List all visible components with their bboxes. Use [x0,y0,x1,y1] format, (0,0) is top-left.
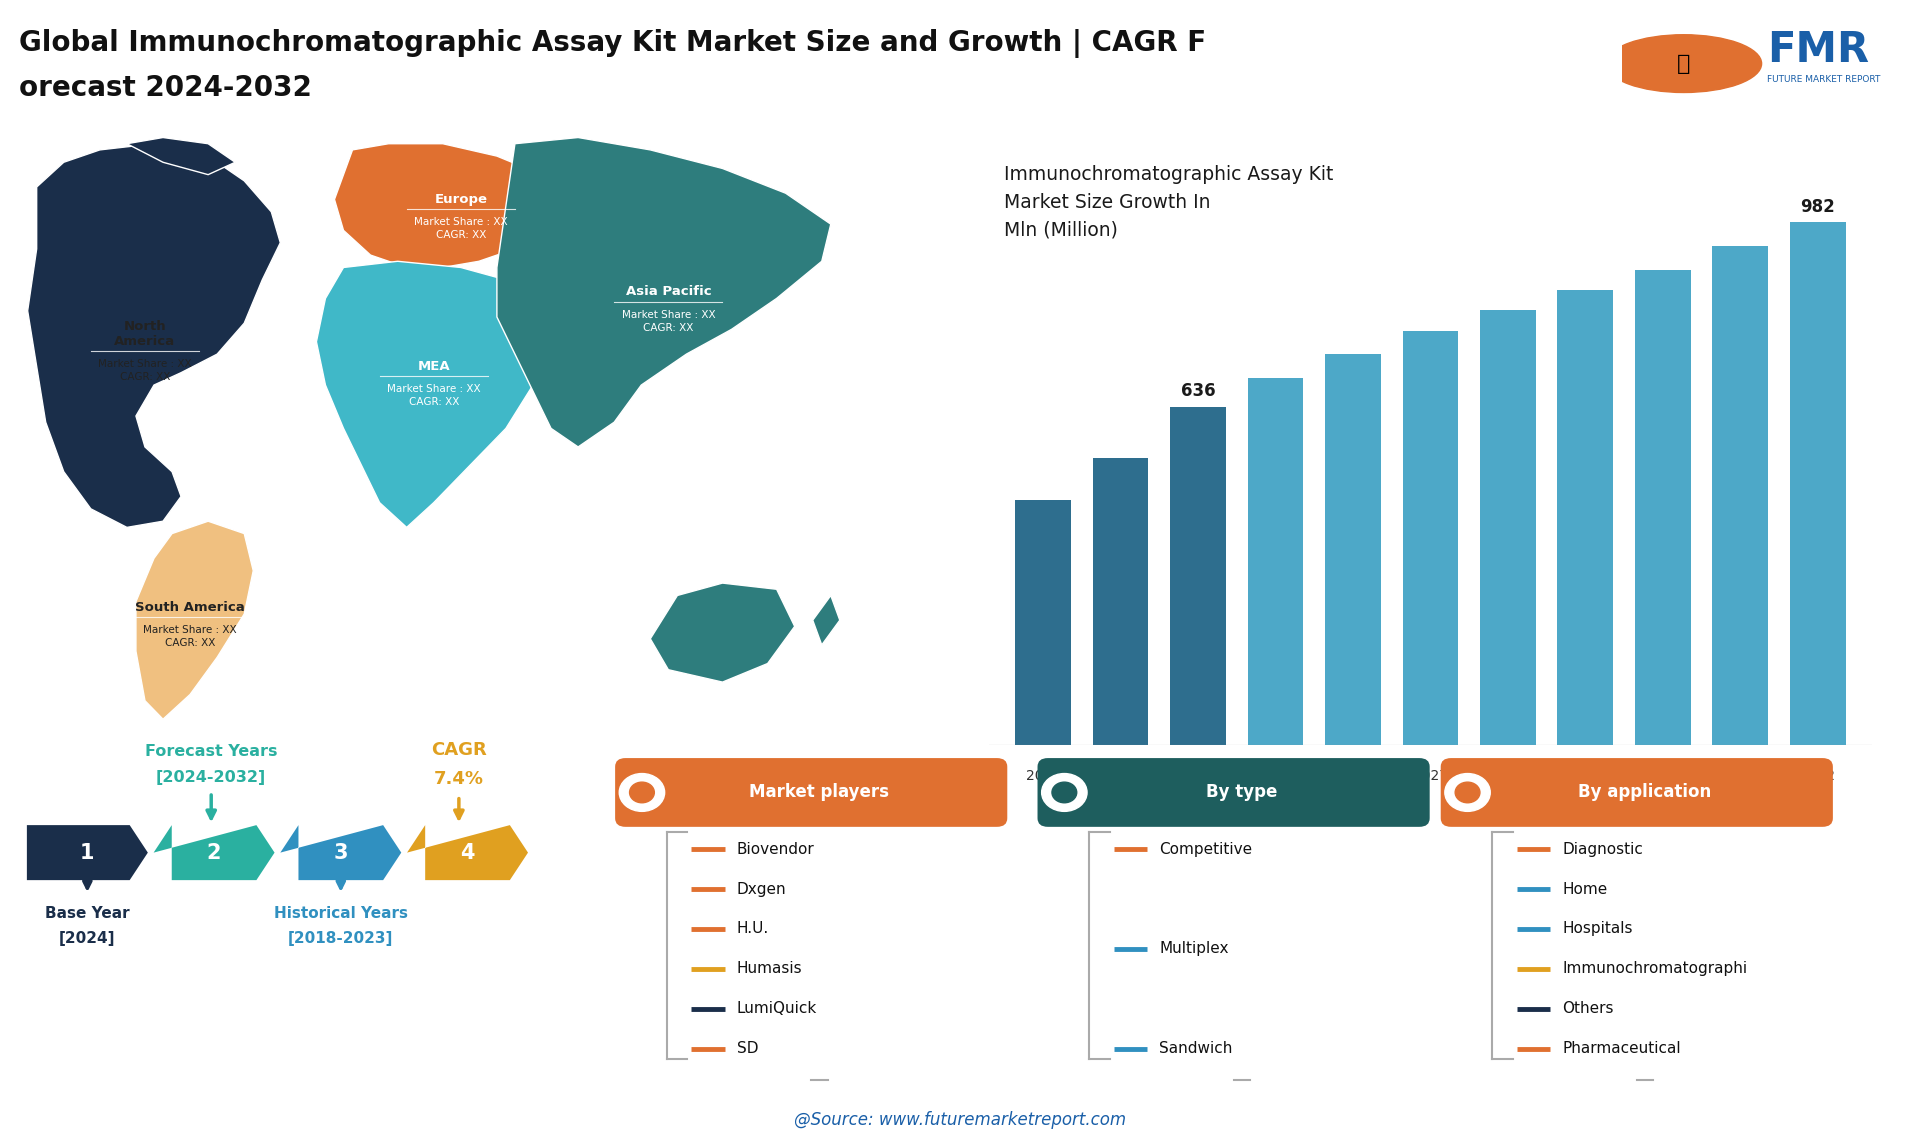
Text: MEA: MEA [417,360,449,372]
Text: Historical Years: Historical Years [275,905,407,920]
Text: Sandwich: Sandwich [1160,1041,1233,1057]
Text: By application: By application [1578,784,1713,801]
Text: 2030: 2030 [1645,769,1680,783]
Text: 2026: 2026 [1336,769,1371,783]
Text: 1: 1 [81,842,94,863]
Text: LumiQuick: LumiQuick [737,1002,818,1017]
Text: Europe: Europe [434,193,488,205]
Text: North
America: North America [115,320,175,348]
Text: Competitive: Competitive [1160,841,1252,857]
Text: 4: 4 [461,842,474,863]
Polygon shape [127,138,234,174]
Polygon shape [334,143,568,267]
Text: Diagnostic: Diagnostic [1563,841,1644,857]
Bar [1248,378,1304,745]
Text: Biovendor: Biovendor [737,841,814,857]
Text: 2032: 2032 [1801,769,1836,783]
Polygon shape [27,143,280,527]
Text: Multiplex: Multiplex [1160,941,1229,957]
Text: 3: 3 [334,842,348,863]
Text: Market Share : XX
CAGR: XX: Market Share : XX CAGR: XX [388,384,480,407]
Text: 2024: 2024 [1181,769,1215,783]
Bar [1636,269,1692,745]
Text: 📢: 📢 [1676,54,1690,73]
Bar [1016,500,1071,745]
FancyBboxPatch shape [1440,759,1834,827]
Text: 2031: 2031 [1722,769,1759,783]
Polygon shape [651,583,795,682]
Polygon shape [136,521,253,720]
Text: Base Year: Base Year [44,905,131,920]
Bar [1480,309,1536,745]
Text: South America: South America [134,601,246,614]
Text: Immunochromatographic Assay Kit
Market Size Growth In
Mln (Million): Immunochromatographic Assay Kit Market S… [1004,165,1334,240]
Circle shape [1605,34,1763,93]
Polygon shape [280,825,401,880]
Text: [2018-2023]: [2018-2023] [288,932,394,947]
Text: orecast 2024-2032: orecast 2024-2032 [19,74,313,102]
Circle shape [630,783,655,803]
Polygon shape [812,596,839,645]
Polygon shape [497,138,831,447]
Text: FUTURE MARKET REPORT: FUTURE MARKET REPORT [1766,74,1880,84]
Text: [2024-2032]: [2024-2032] [156,770,267,785]
Text: 2023: 2023 [1102,769,1139,783]
Text: Home: Home [1563,881,1607,896]
Circle shape [1446,774,1490,811]
Text: 2022: 2022 [1025,769,1060,783]
Circle shape [620,774,664,811]
Bar [1402,331,1459,745]
Text: 2: 2 [207,842,221,863]
Bar [1789,222,1845,745]
Polygon shape [27,825,148,880]
Text: 982: 982 [1801,198,1836,215]
Text: CAGR: CAGR [430,741,488,759]
Polygon shape [317,261,551,527]
Text: Market Share : XX
CAGR: XX: Market Share : XX CAGR: XX [144,626,236,649]
Text: Humasis: Humasis [737,961,803,976]
Bar [1713,246,1768,745]
Bar [1092,457,1148,745]
Text: FMR: FMR [1766,29,1870,71]
Text: Forecast Years: Forecast Years [144,744,278,759]
Text: SD: SD [737,1041,758,1057]
Text: Others: Others [1563,1002,1615,1017]
Text: 2025: 2025 [1258,769,1292,783]
Text: [2024]: [2024] [60,932,115,947]
Text: Global Immunochromatographic Assay Kit Market Size and Growth | CAGR F: Global Immunochromatographic Assay Kit M… [19,29,1206,57]
Polygon shape [407,825,528,880]
FancyBboxPatch shape [614,759,1008,827]
Text: 2027: 2027 [1413,769,1448,783]
Text: Asia Pacific: Asia Pacific [626,285,710,298]
Text: Market Share : XX
CAGR: XX: Market Share : XX CAGR: XX [622,309,714,332]
Text: Market Share : XX
CAGR: XX: Market Share : XX CAGR: XX [98,359,192,383]
Text: By type: By type [1206,784,1277,801]
Text: 2028: 2028 [1490,769,1524,783]
Polygon shape [154,825,275,880]
Text: 7.4%: 7.4% [434,770,484,788]
Bar [1169,407,1225,745]
FancyBboxPatch shape [1037,759,1430,827]
Text: 636: 636 [1181,382,1215,400]
Circle shape [1455,783,1480,803]
Text: Dxgen: Dxgen [737,881,787,896]
Text: Market players: Market players [749,784,889,801]
Text: Market Share : XX
CAGR: XX: Market Share : XX CAGR: XX [415,217,507,240]
Text: H.U.: H.U. [737,921,770,936]
Text: Hospitals: Hospitals [1563,921,1634,936]
Text: Pharmaceutical: Pharmaceutical [1563,1041,1682,1057]
Circle shape [1052,783,1077,803]
Text: @Source: www.futuremarketreport.com: @Source: www.futuremarketreport.com [795,1110,1125,1129]
Bar [1325,354,1380,745]
Circle shape [1043,774,1087,811]
Text: Immunochromatographi: Immunochromatographi [1563,961,1747,976]
Bar [1557,290,1613,745]
Text: 2029: 2029 [1569,769,1603,783]
